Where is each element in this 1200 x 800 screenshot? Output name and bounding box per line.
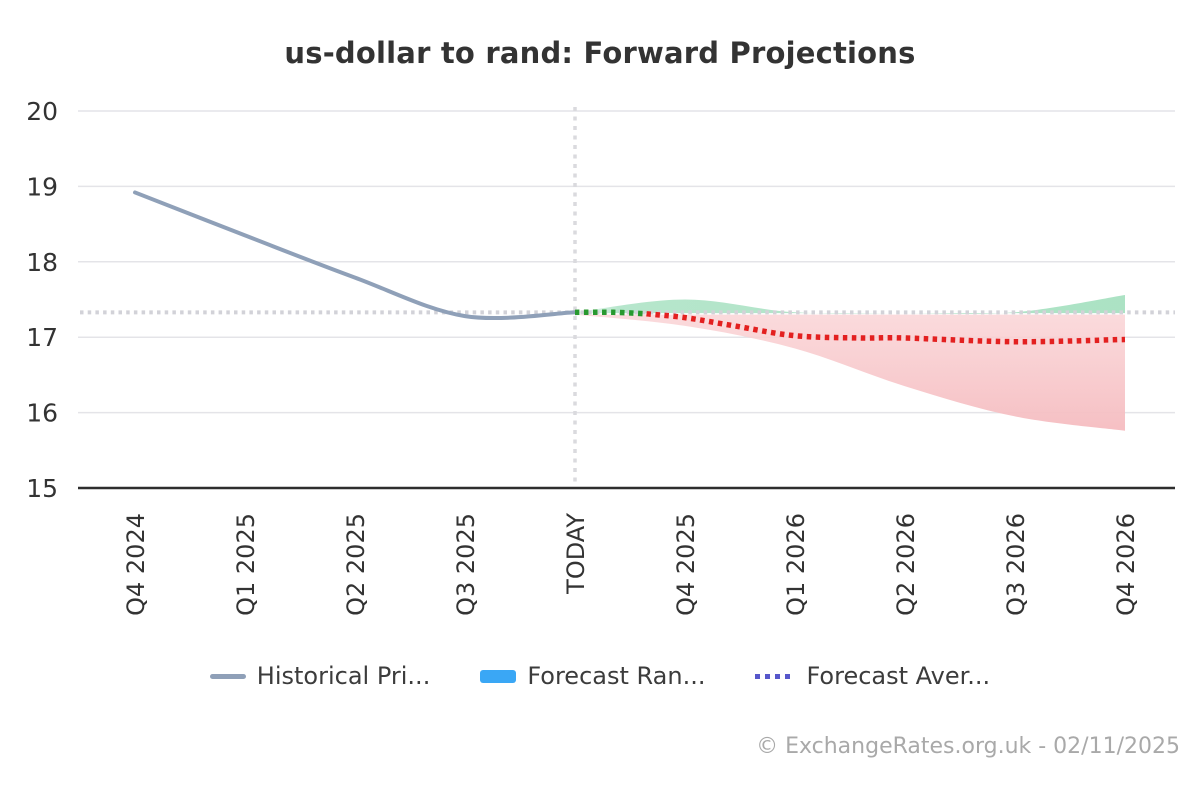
x-tick-label-9: Q4 2026 [1112,513,1140,616]
legend-label: Historical Pri... [256,662,431,690]
y-tick-label-18: 18 [26,248,58,277]
forecast-average-swatch-icon [755,673,796,679]
x-tick-label-0: Q4 2024 [122,513,150,616]
legend-item-forecast-range[interactable]: Forecast Ran... [480,662,705,690]
y-tick-label-16: 16 [26,399,58,428]
historical-price-line [133,190,577,321]
chart-title: us-dollar to rand: Forward Projections [284,36,916,70]
x-tick-label-7: Q2 2026 [892,513,920,616]
x-tick-label-8: Q3 2026 [1002,513,1030,616]
forecast-range-swatch-icon [480,669,517,683]
y-tick-label-15: 15 [26,474,58,503]
legend-label: Forecast Aver... [806,662,991,690]
y-tick-label-19: 19 [26,172,58,201]
legend-item-historical-price[interactable]: Historical Pri... [209,662,431,690]
x-tick-label-2: Q2 2025 [342,513,370,616]
legend-label: Forecast Ran... [527,662,706,690]
copyright-watermark: © ExchangeRates.org.uk - 02/11/2025 [756,734,1180,759]
x-tick-label-5: Q4 2025 [672,513,700,616]
forecast-average-line-0 [574,309,647,317]
x-tick-label-6: Q1 2026 [782,513,810,616]
x-tick-label-3: Q3 2025 [452,513,480,616]
x-tick-label-4: TODAY [562,513,590,595]
legend-item-forecast-average[interactable]: Forecast Aver... [755,662,990,690]
chart-legend: Historical Pri... Forecast Ran... Foreca… [0,659,1200,693]
historical-line-swatch-icon [209,673,246,679]
y-tick-label-17: 17 [26,323,58,352]
forecast-band-upper [575,295,1125,314]
x-tick-label-1: Q1 2025 [232,513,260,616]
forecast-average-line-1 [646,311,1126,345]
y-tick-label-20: 20 [26,97,58,126]
